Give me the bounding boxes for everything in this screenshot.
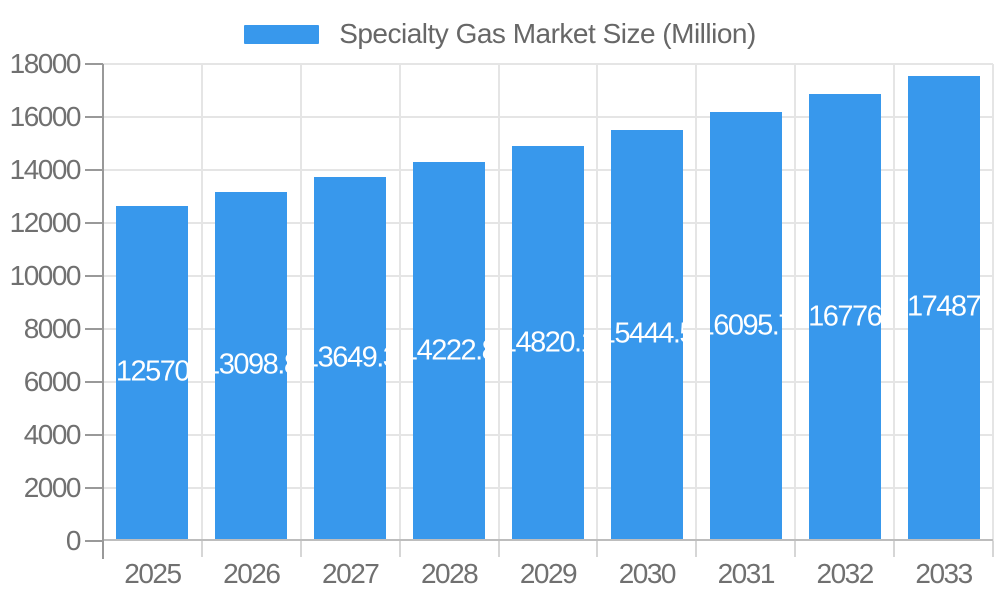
bar-value-label: 13098.8 — [215, 348, 287, 381]
bar-2026[interactable]: 13098.8 — [215, 191, 288, 539]
gridline-vertical — [398, 64, 401, 541]
plot-area: 0 2000 4000 6000 8000 10000 12000 14000 16000 180… — [10, 49, 994, 589]
x-axis-tick — [893, 541, 896, 557]
y-axis-label: 12000 — [9, 207, 82, 238]
bar-2031[interactable]: 16095.7 — [709, 112, 782, 539]
y-axis-tick — [85, 275, 103, 277]
gridline-vertical — [596, 64, 599, 541]
y-axis-label: 16000 — [9, 101, 82, 132]
y-axis-tick — [85, 328, 103, 330]
bar-value-label: 14820.1 — [512, 326, 584, 359]
x-axis-label-2033: 2033 — [915, 558, 973, 589]
x-axis-label-2030: 2030 — [618, 558, 677, 589]
x-axis-tick — [992, 541, 994, 557]
y-axis-label: 18000 — [9, 48, 82, 79]
bar-value-label: 14222.8 — [413, 334, 485, 367]
y-axis-tick — [85, 169, 103, 171]
y-axis-tick — [85, 116, 103, 118]
x-axis-label-2028: 2028 — [420, 558, 479, 589]
y-axis-tick — [85, 540, 103, 542]
x-axis-label-2027: 2027 — [322, 558, 380, 589]
bar-2025[interactable]: 12570 — [116, 205, 189, 539]
x-axis-label-2029: 2029 — [519, 558, 578, 589]
x-axis-tick — [497, 541, 500, 557]
y-axis-tick — [85, 434, 103, 436]
bar-2029[interactable]: 14820.1 — [512, 146, 584, 539]
y-axis-tick — [85, 487, 103, 489]
x-axis-tick — [200, 541, 203, 557]
bar-2028[interactable]: 14222.8 — [413, 162, 486, 539]
bar-value-label: 12570 — [116, 355, 189, 388]
y-axis-label: 4000 — [23, 419, 82, 450]
y-axis-label: 10000 — [9, 260, 82, 291]
bar-value-label: 17487 — [907, 290, 980, 323]
x-axis-label-2025: 2025 — [124, 558, 182, 589]
bar-value-label: 15444.5 — [611, 317, 683, 350]
bar-2027[interactable]: 13649.3 — [314, 177, 387, 539]
gridline-vertical — [794, 64, 797, 541]
x-axis-tick — [299, 541, 302, 557]
bar-value-label: 16776 — [808, 300, 881, 333]
x-axis-tick — [794, 541, 797, 557]
x-axis-label-2026: 2026 — [223, 558, 281, 589]
x-axis-tick — [695, 541, 698, 557]
bar-2032[interactable]: 16776 — [808, 94, 881, 539]
gridline-vertical — [893, 64, 896, 541]
gridline-vertical — [200, 64, 203, 541]
y-axis-label: 2000 — [23, 472, 82, 503]
gridline-horizontal — [103, 63, 993, 65]
y-axis-line — [102, 64, 104, 559]
y-axis-tick — [85, 63, 103, 65]
legend-swatch-icon — [244, 24, 320, 44]
gridline-vertical — [695, 64, 698, 541]
legend-label: Specialty Gas Market Size (Million) — [339, 18, 756, 49]
x-axis-line — [103, 539, 993, 541]
gridline-vertical — [497, 64, 500, 541]
y-axis-label: 0 — [65, 525, 82, 556]
legend[interactable]: Specialty Gas Market Size (Million) — [0, 16, 1000, 52]
y-axis-label: 6000 — [23, 366, 82, 397]
y-axis-tick — [85, 381, 103, 383]
y-axis-label: 14000 — [9, 154, 82, 185]
bar-2033[interactable]: 17487 — [907, 75, 980, 539]
bar-value-label: 16095.7 — [710, 309, 782, 342]
gridline-vertical — [299, 64, 302, 541]
y-axis-tick — [85, 222, 103, 224]
x-axis-label-2032: 2032 — [816, 558, 875, 589]
bar-2030[interactable]: 15444.5 — [610, 129, 683, 539]
gridline-horizontal — [103, 116, 993, 118]
bar-value-label: 13649.3 — [314, 341, 386, 374]
y-axis-label: 8000 — [23, 313, 82, 344]
gridline-vertical — [992, 64, 994, 541]
x-axis-label-2031: 2031 — [717, 558, 776, 589]
x-axis-tick — [398, 541, 401, 557]
x-axis-tick — [596, 541, 599, 557]
